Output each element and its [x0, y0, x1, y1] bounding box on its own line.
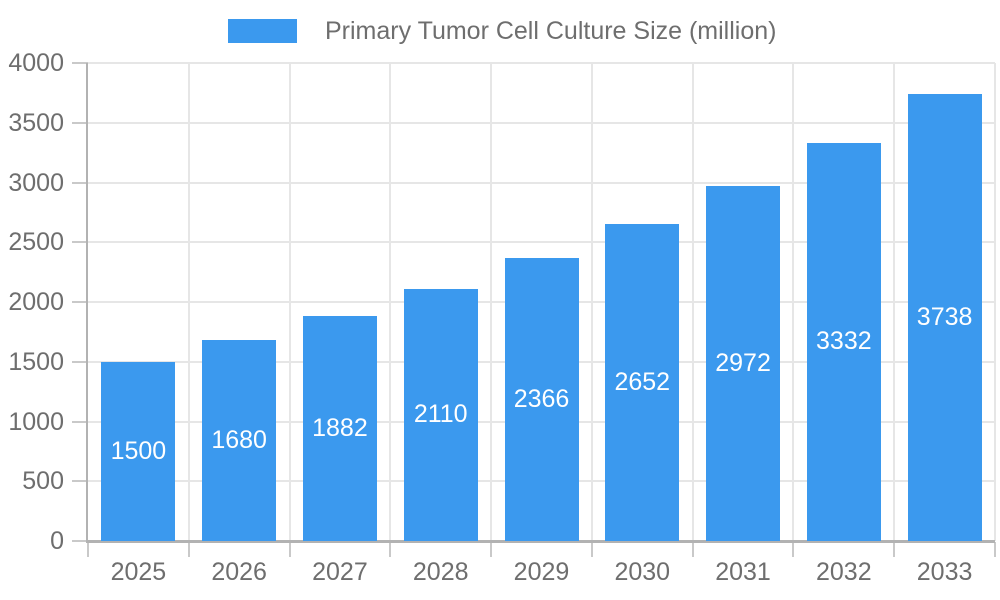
- y-axis-tick: [72, 540, 88, 542]
- x-axis-label: 2027: [312, 558, 368, 586]
- y-axis-tick: [72, 480, 88, 483]
- bar-value-label: 2366: [513, 385, 570, 414]
- x-grid-line: [490, 63, 493, 541]
- y-axis-tick: [72, 121, 88, 124]
- x-axis-tick: [792, 542, 795, 557]
- x-grid-line: [691, 63, 694, 541]
- y-axis-label: 1000: [8, 407, 64, 436]
- x-axis-tick: [590, 542, 593, 557]
- x-axis-label: 2031: [715, 558, 771, 586]
- y-axis-tick: [72, 301, 88, 303]
- bar-2025[interactable]: 1500: [101, 361, 176, 541]
- y-axis-line: [86, 63, 88, 543]
- y-axis-tick: [72, 241, 88, 244]
- y-grid-line: [88, 181, 995, 184]
- x-axis-label: 2026: [211, 558, 267, 586]
- y-grid-line: [88, 241, 995, 244]
- bar-2026[interactable]: 1680: [202, 340, 277, 541]
- x-axis-tick: [994, 542, 996, 557]
- x-grid-line: [389, 63, 392, 541]
- x-grid-line: [893, 63, 896, 541]
- x-grid-line: [994, 63, 996, 541]
- bar-value-label: 2972: [715, 348, 771, 377]
- x-axis-label: 2032: [816, 558, 872, 586]
- x-grid-line: [590, 63, 593, 541]
- y-axis-tick: [72, 360, 88, 363]
- bar-value-label: 1500: [110, 436, 167, 465]
- bar-2030[interactable]: 2652: [605, 224, 680, 541]
- bar-value-label: 3738: [916, 303, 973, 332]
- x-grid-line: [792, 63, 795, 541]
- bar-value-label: 1680: [211, 426, 267, 455]
- x-axis-tick: [691, 542, 694, 557]
- bar-value-label: 1882: [312, 414, 368, 443]
- x-axis-label: 2029: [513, 558, 570, 586]
- x-axis-tick: [187, 542, 190, 557]
- x-axis-tick: [87, 542, 89, 557]
- legend[interactable]: Primary Tumor Cell Culture Size (million…: [228, 13, 776, 49]
- x-axis-tick: [490, 542, 493, 557]
- bar-2033[interactable]: 3738: [907, 94, 982, 541]
- y-axis-label: 500: [22, 467, 64, 496]
- y-axis-label: 2500: [8, 228, 64, 257]
- x-axis-tick: [893, 542, 896, 557]
- x-axis-label: 2025: [110, 558, 167, 586]
- y-axis-label: 1500: [8, 347, 64, 376]
- bar-value-label: 2110: [413, 400, 468, 429]
- bar-2027[interactable]: 1882: [302, 316, 377, 541]
- y-axis-label: 2000: [8, 288, 64, 316]
- y-axis-tick: [72, 181, 88, 184]
- y-axis-label: 0: [50, 527, 64, 555]
- x-grid-line: [288, 63, 291, 541]
- bar-value-label: 2652: [614, 368, 671, 397]
- y-axis-label: 4000: [8, 49, 64, 77]
- x-axis-tick: [389, 542, 392, 557]
- y-axis-label: 3000: [8, 168, 64, 197]
- bar-2028[interactable]: 2110: [403, 288, 478, 541]
- y-axis-tick: [72, 62, 88, 64]
- y-axis-label: 3500: [8, 108, 64, 137]
- y-grid-line: [88, 62, 995, 64]
- bar-2031[interactable]: 2972: [706, 185, 781, 541]
- y-axis-tick: [72, 420, 88, 423]
- legend-label: Primary Tumor Cell Culture Size (million…: [325, 16, 777, 45]
- bar-value-label: 3332: [816, 327, 872, 356]
- x-axis-line: [86, 540, 995, 543]
- x-axis-label: 2033: [916, 558, 973, 586]
- x-axis-label: 2030: [614, 558, 671, 586]
- bar-2032[interactable]: 3332: [806, 142, 881, 541]
- legend-swatch: [228, 19, 297, 43]
- y-grid-line: [88, 121, 995, 124]
- bar-2029[interactable]: 2366: [504, 258, 579, 541]
- x-axis-label: 2028: [412, 558, 469, 586]
- x-axis-tick: [288, 542, 291, 557]
- x-grid-line: [187, 63, 190, 541]
